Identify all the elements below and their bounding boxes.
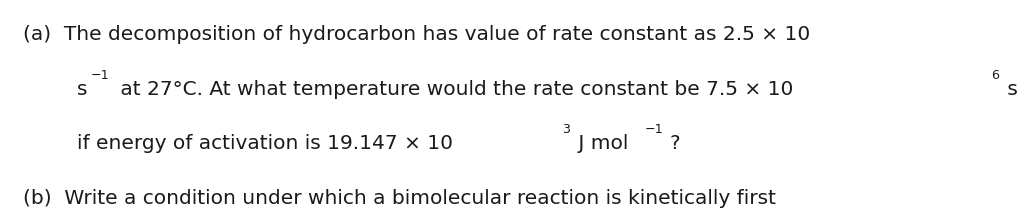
Text: (a)  The decomposition of hydrocarbon has value of rate constant as 2.5 × 10: (a) The decomposition of hydrocarbon has… xyxy=(23,25,810,44)
Text: (b)  Write a condition under which a bimolecular reaction is kinetically first: (b) Write a condition under which a bimo… xyxy=(23,189,775,208)
Text: at 27°C. At what temperature would the rate constant be 7.5 × 10: at 27°C. At what temperature would the r… xyxy=(115,80,794,99)
Text: s: s xyxy=(77,80,87,99)
Text: −1: −1 xyxy=(90,69,109,82)
Text: 6: 6 xyxy=(991,69,999,82)
Text: −1: −1 xyxy=(645,123,664,136)
Text: ?: ? xyxy=(669,134,680,153)
Text: 3: 3 xyxy=(562,123,570,136)
Text: if energy of activation is 19.147 × 10: if energy of activation is 19.147 × 10 xyxy=(77,134,453,153)
Text: J mol: J mol xyxy=(572,134,629,153)
Text: s: s xyxy=(1001,80,1018,99)
